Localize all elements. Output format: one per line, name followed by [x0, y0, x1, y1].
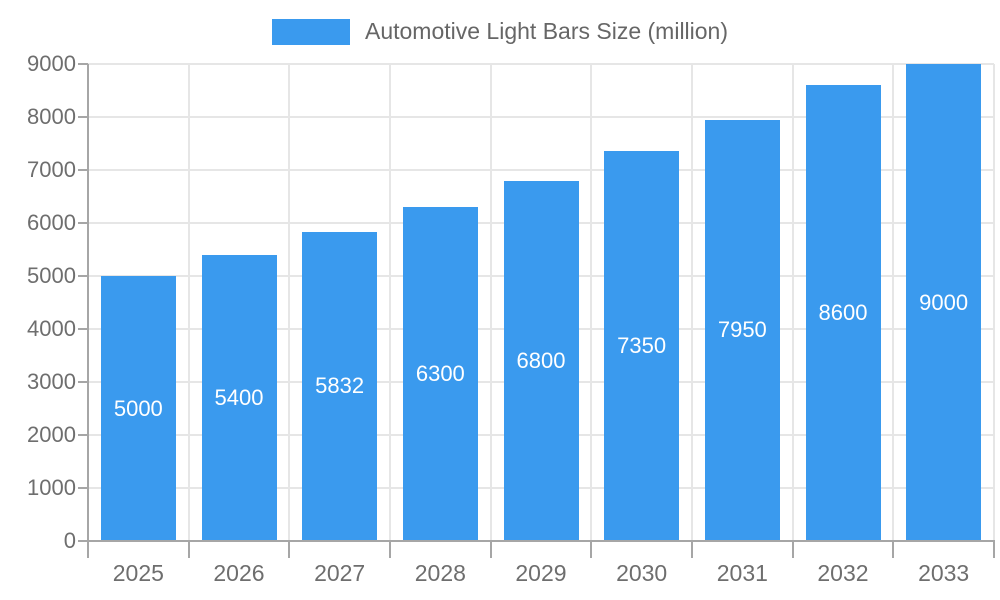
bar-2025[interactable]: 5000 [100, 276, 176, 541]
bar-2030[interactable]: 7350 [604, 151, 680, 541]
bar-2027[interactable]: 5832 [302, 231, 378, 541]
x-axis-tick-label: 2033 [918, 560, 970, 586]
bar-value-label: 5832 [315, 373, 365, 399]
bar-2032[interactable]: 8600 [805, 85, 881, 541]
gridline-vertical [791, 64, 794, 541]
y-axis-tick [78, 275, 88, 277]
x-axis-tick-label: 2032 [817, 560, 869, 586]
y-axis-tick [78, 434, 88, 436]
x-axis-tick-label: 2029 [515, 560, 567, 586]
bar-value-label: 5000 [113, 395, 163, 421]
y-axis-tick-label: 1000 [27, 475, 76, 500]
legend-label: Automotive Light Bars Size (million) [364, 18, 729, 44]
y-axis-line [87, 64, 89, 558]
x-axis-tick [389, 542, 391, 558]
y-axis-tick [78, 63, 88, 65]
gridline-vertical [187, 64, 190, 541]
y-axis-tick-label: 3000 [27, 369, 76, 394]
bar-2029[interactable]: 6800 [503, 180, 579, 541]
bar-value-label: 8600 [818, 300, 868, 326]
x-axis-tick-label: 2031 [716, 560, 768, 586]
bar-2028[interactable]: 6300 [402, 207, 478, 541]
y-axis-tick-label: 8000 [27, 104, 76, 129]
y-axis-tick [78, 222, 88, 224]
legend-color-swatch [271, 18, 350, 45]
bar-value-label: 6300 [415, 361, 465, 387]
legend: Automotive Light Bars Size (million) [0, 18, 1000, 45]
bar-value-label: 7350 [617, 333, 667, 359]
y-axis-tick-label: 9000 [27, 51, 76, 76]
gridline-horizontal [88, 63, 994, 65]
y-axis-tick-label: 5000 [27, 263, 76, 288]
x-axis-tick [691, 542, 693, 558]
bar-2026[interactable]: 5400 [201, 254, 277, 541]
bar-value-label: 5400 [214, 384, 264, 410]
x-axis-tick [187, 542, 190, 558]
x-axis-tick [590, 542, 593, 558]
y-axis-tick-label: 4000 [27, 316, 76, 341]
x-axis-tick [791, 542, 794, 558]
bar-value-label: 6800 [516, 347, 566, 373]
legend-item[interactable]: Automotive Light Bars Size (million) [271, 18, 729, 45]
gridline-vertical [389, 64, 391, 541]
gridline-vertical [691, 64, 693, 541]
x-axis-line [87, 540, 995, 542]
y-axis-tick [78, 169, 88, 171]
x-axis-tick [892, 542, 895, 558]
x-axis-tick-label: 2028 [414, 560, 466, 586]
bar-value-label: 7950 [717, 317, 767, 343]
gridline-vertical [489, 64, 492, 541]
x-axis-tick-label: 2026 [213, 560, 265, 586]
y-axis-tick-label: 6000 [27, 210, 76, 235]
gridline-horizontal [88, 169, 994, 171]
y-axis-tick [78, 540, 88, 542]
bar-value-label: 9000 [919, 289, 969, 315]
gridline-vertical [590, 64, 593, 541]
gridline-vertical [993, 64, 995, 541]
x-axis-tick [489, 542, 492, 558]
y-axis-tick-label: 2000 [27, 422, 76, 447]
x-axis-tick-label: 2027 [314, 560, 366, 586]
y-axis-tick [78, 381, 88, 383]
gridline-vertical [288, 64, 291, 541]
bar-2033[interactable]: 9000 [906, 64, 982, 541]
y-axis-tick-label: 7000 [27, 157, 76, 182]
gridline-vertical [892, 64, 895, 541]
x-axis-tick [288, 542, 291, 558]
x-axis-tick-label: 2025 [112, 560, 164, 586]
x-axis-tick-label: 2030 [616, 560, 668, 586]
gridline-horizontal [88, 116, 994, 118]
y-axis-tick [78, 487, 88, 489]
bar-2031[interactable]: 7950 [704, 119, 780, 541]
plot-area: 5000 5400 5832 6300 6800 7350 7950 8600 9000 [88, 63, 995, 541]
y-axis-tick [78, 116, 88, 118]
y-axis-tick [78, 328, 88, 330]
x-axis-tick [993, 542, 995, 558]
y-axis-tick-label: 0 [63, 528, 76, 553]
